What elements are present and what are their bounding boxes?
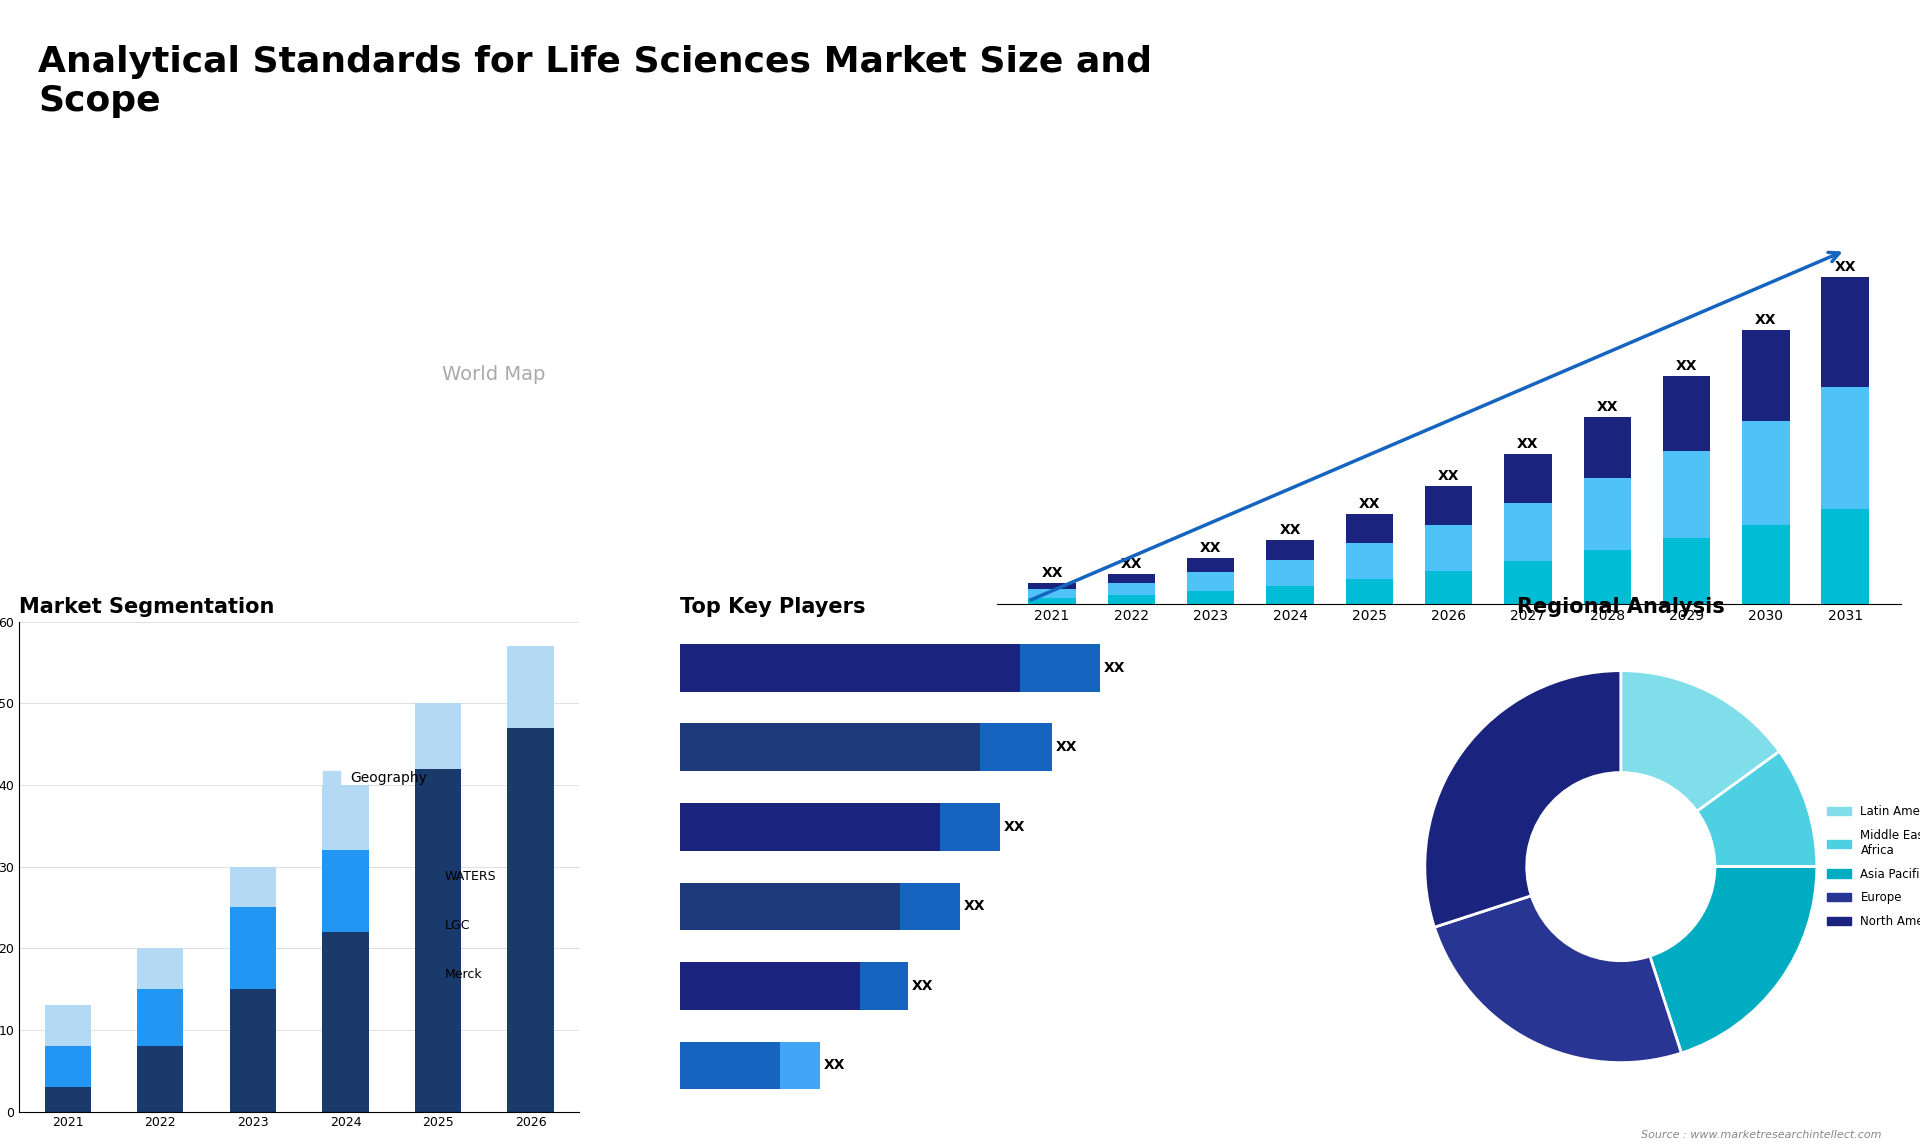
Legend: Latin America, Middle East &
Africa, Asia Pacific, Europe, North America: Latin America, Middle East & Africa, Asi… <box>1822 801 1920 933</box>
Bar <box>1584 550 1632 604</box>
Legend: Geography: Geography <box>317 766 434 791</box>
Text: XX: XX <box>1121 557 1142 571</box>
Bar <box>230 908 276 989</box>
Bar <box>941 803 1000 850</box>
Bar <box>507 728 553 1112</box>
Text: XX: XX <box>912 979 933 992</box>
Bar <box>680 803 941 850</box>
Text: Source : www.marketresearchintellect.com: Source : www.marketresearchintellect.com <box>1642 1130 1882 1140</box>
Text: XX: XX <box>1438 469 1459 482</box>
Text: Market Segmentation: Market Segmentation <box>19 597 275 618</box>
Bar <box>44 1088 90 1112</box>
Bar <box>136 989 184 1046</box>
Text: XX: XX <box>1056 740 1077 754</box>
Bar <box>1108 574 1156 583</box>
Bar <box>230 866 276 908</box>
Text: XX: XX <box>1359 496 1380 511</box>
Text: XX: XX <box>1279 523 1300 537</box>
Wedge shape <box>1620 670 1780 811</box>
Text: XX: XX <box>964 900 985 913</box>
Bar <box>1425 525 1473 571</box>
Bar <box>1584 417 1632 478</box>
Bar <box>44 1046 90 1088</box>
Bar <box>1020 644 1100 692</box>
Bar <box>1822 387 1868 509</box>
Text: XX: XX <box>1597 400 1619 414</box>
Bar <box>323 785 369 850</box>
Bar <box>323 850 369 932</box>
Bar <box>1346 513 1394 543</box>
Text: XX: XX <box>1104 661 1125 675</box>
Bar <box>780 1042 820 1090</box>
Bar <box>1108 583 1156 595</box>
Text: XX: XX <box>1041 566 1064 580</box>
Text: XX: XX <box>1517 437 1538 452</box>
Bar <box>860 963 908 1010</box>
Wedge shape <box>1649 866 1816 1053</box>
Bar <box>1663 450 1711 539</box>
Bar <box>323 932 369 1112</box>
Text: XX: XX <box>1755 313 1776 327</box>
Bar <box>44 1005 90 1046</box>
Bar <box>1029 589 1075 598</box>
Bar <box>680 723 979 771</box>
Bar <box>680 644 1020 692</box>
Text: XX: XX <box>1676 359 1697 372</box>
Text: Analytical Standards for Life Sciences Market Size and
Scope: Analytical Standards for Life Sciences M… <box>38 45 1152 118</box>
Bar <box>1265 560 1313 586</box>
Bar <box>136 948 184 989</box>
Title: Regional Analysis: Regional Analysis <box>1517 597 1724 618</box>
Bar <box>979 723 1052 771</box>
Bar <box>136 1046 184 1112</box>
Bar <box>230 989 276 1112</box>
Bar <box>1425 486 1473 525</box>
Bar <box>1346 543 1394 579</box>
Bar <box>1029 598 1075 604</box>
Bar <box>1108 595 1156 604</box>
Bar <box>1187 591 1235 604</box>
Bar <box>1346 579 1394 604</box>
Text: XX: XX <box>1200 541 1221 556</box>
Bar <box>1663 376 1711 450</box>
Bar <box>1503 454 1551 503</box>
Bar <box>1187 558 1235 573</box>
Bar <box>1029 583 1075 589</box>
Text: XX: XX <box>1834 260 1857 274</box>
Bar <box>1265 586 1313 604</box>
Bar <box>1425 571 1473 604</box>
Text: Merck: Merck <box>445 968 482 981</box>
Bar <box>900 882 960 931</box>
Text: XX: XX <box>824 1059 845 1073</box>
Bar <box>680 1042 780 1090</box>
Text: World Map: World Map <box>442 366 545 384</box>
Bar <box>1663 539 1711 604</box>
Bar <box>415 704 461 769</box>
Bar <box>1187 573 1235 591</box>
Bar <box>1584 478 1632 550</box>
Bar <box>1503 562 1551 604</box>
Bar <box>1265 540 1313 560</box>
Bar <box>1822 509 1868 604</box>
Text: XX: XX <box>1004 819 1025 834</box>
Text: LGC: LGC <box>445 919 470 932</box>
Bar <box>415 769 461 1112</box>
Text: Top Key Players: Top Key Players <box>680 597 866 618</box>
Bar <box>680 882 900 931</box>
Bar <box>1741 421 1789 525</box>
Bar <box>1503 503 1551 562</box>
Wedge shape <box>1434 896 1682 1062</box>
Bar <box>507 646 553 728</box>
Wedge shape <box>1425 670 1620 927</box>
Bar <box>1822 276 1868 387</box>
Bar <box>1741 330 1789 421</box>
Bar <box>1741 525 1789 604</box>
Wedge shape <box>1697 752 1816 866</box>
Bar <box>680 963 860 1010</box>
Text: WATERS: WATERS <box>445 870 497 882</box>
